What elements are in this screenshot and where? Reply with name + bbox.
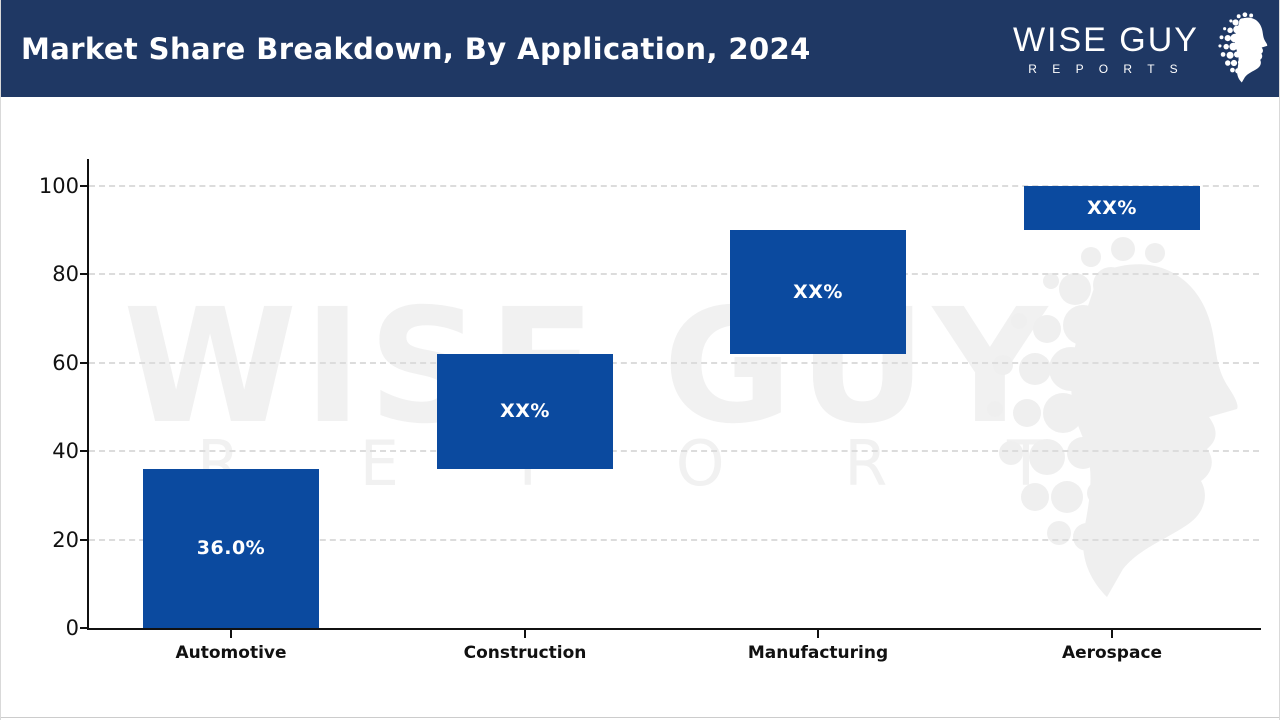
wise-guy-head-icon: [1218, 12, 1268, 83]
x-axis-label-manufacturing: Manufacturing: [747, 643, 889, 663]
gridline-20: [89, 538, 1259, 541]
bar-value-label: XX%: [1087, 197, 1137, 220]
y-tick-label-60: 60: [52, 350, 79, 375]
y-tick-mark-60: [80, 361, 89, 364]
header: Market Share Breakdown, By Application, …: [1, 0, 1279, 97]
bar-value-label: 36.0%: [196, 537, 266, 560]
y-axis-line: [87, 159, 89, 630]
x-tick-mark-automotive: [230, 630, 232, 638]
y-tick-label-20: 20: [52, 527, 79, 552]
brand-logo: WISE GUY R E P O R T S: [1013, 4, 1273, 94]
y-tick-mark-40: [80, 450, 89, 453]
brand-logo-text: WISE GUY R E P O R T S: [1012, 21, 1199, 76]
bar-manufacturing[interactable]: XX%: [730, 230, 906, 354]
y-tick-label-0: 0: [65, 616, 79, 640]
brand-subtitle: R E P O R T S: [1028, 61, 1184, 76]
x-tick-mark-construction: [524, 630, 526, 638]
bar-value-label: XX%: [500, 400, 550, 423]
brand-name: WISE GUY: [1012, 21, 1199, 60]
x-tick-mark-aerospace: [1111, 630, 1113, 638]
x-axis-label-aerospace: Aerospace: [1061, 643, 1163, 663]
y-tick-label-80: 80: [52, 262, 79, 287]
bar-value-label: XX%: [793, 281, 843, 304]
chart-area: WISE GUY R E P O R T S 0 20 40 60 80 100 36.0%…: [1, 97, 1279, 720]
x-tick-mark-manufacturing: [817, 630, 819, 638]
gridline-80: [89, 273, 1259, 276]
chart-title: Market Share Breakdown, By Application, …: [21, 31, 811, 66]
bar-aerospace[interactable]: XX%: [1024, 186, 1200, 231]
y-tick-mark-0: [80, 627, 89, 629]
y-tick-label-100: 100: [38, 174, 79, 198]
y-tick-mark-100: [80, 185, 89, 187]
x-axis-line: [87, 628, 1261, 630]
x-axis-label-automotive: Automotive: [175, 643, 287, 663]
y-tick-mark-20: [80, 538, 89, 541]
figure-bottom-border: [1, 717, 1279, 718]
gridline-40: [89, 450, 1259, 453]
y-tick-mark-80: [80, 273, 89, 276]
watermark-head-icon: [987, 237, 1238, 597]
gridline-60: [89, 361, 1259, 364]
x-axis-label-construction: Construction: [463, 643, 587, 663]
y-tick-label-40: 40: [52, 439, 79, 464]
bar-automotive[interactable]: 36.0%: [143, 468, 319, 628]
gridline-100: [89, 185, 1259, 187]
bar-construction[interactable]: XX%: [437, 353, 613, 469]
